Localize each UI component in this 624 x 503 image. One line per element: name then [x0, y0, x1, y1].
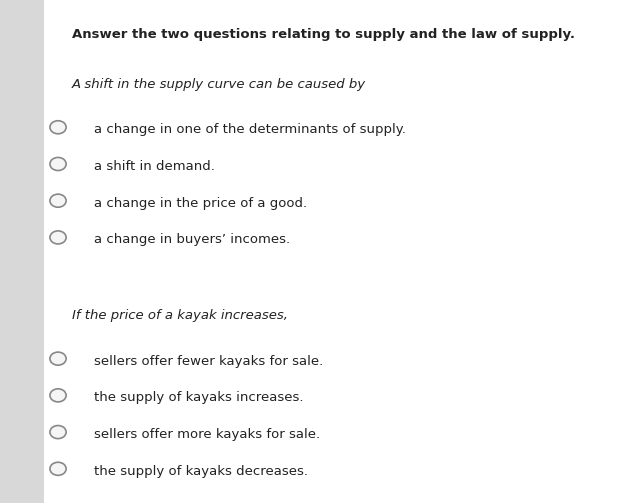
- Text: Answer the two questions relating to supply and the law of supply.: Answer the two questions relating to sup…: [72, 28, 575, 41]
- Circle shape: [50, 389, 66, 402]
- Text: the supply of kayaks decreases.: the supply of kayaks decreases.: [94, 465, 308, 478]
- Text: sellers offer more kayaks for sale.: sellers offer more kayaks for sale.: [94, 428, 319, 441]
- Circle shape: [50, 462, 66, 475]
- Text: the supply of kayaks increases.: the supply of kayaks increases.: [94, 391, 303, 404]
- Text: a shift in demand.: a shift in demand.: [94, 160, 215, 173]
- Text: A shift in the supply curve can be caused by: A shift in the supply curve can be cause…: [72, 78, 366, 91]
- Circle shape: [50, 426, 66, 439]
- Text: a change in buyers’ incomes.: a change in buyers’ incomes.: [94, 233, 290, 246]
- Bar: [0, 0, 44, 503]
- Circle shape: [50, 352, 66, 365]
- Circle shape: [50, 157, 66, 171]
- Text: sellers offer fewer kayaks for sale.: sellers offer fewer kayaks for sale.: [94, 355, 323, 368]
- Text: If the price of a kayak increases,: If the price of a kayak increases,: [72, 309, 288, 322]
- Text: a change in one of the determinants of supply.: a change in one of the determinants of s…: [94, 123, 406, 136]
- Circle shape: [50, 194, 66, 207]
- Text: a change in the price of a good.: a change in the price of a good.: [94, 197, 307, 210]
- Circle shape: [50, 121, 66, 134]
- Circle shape: [50, 231, 66, 244]
